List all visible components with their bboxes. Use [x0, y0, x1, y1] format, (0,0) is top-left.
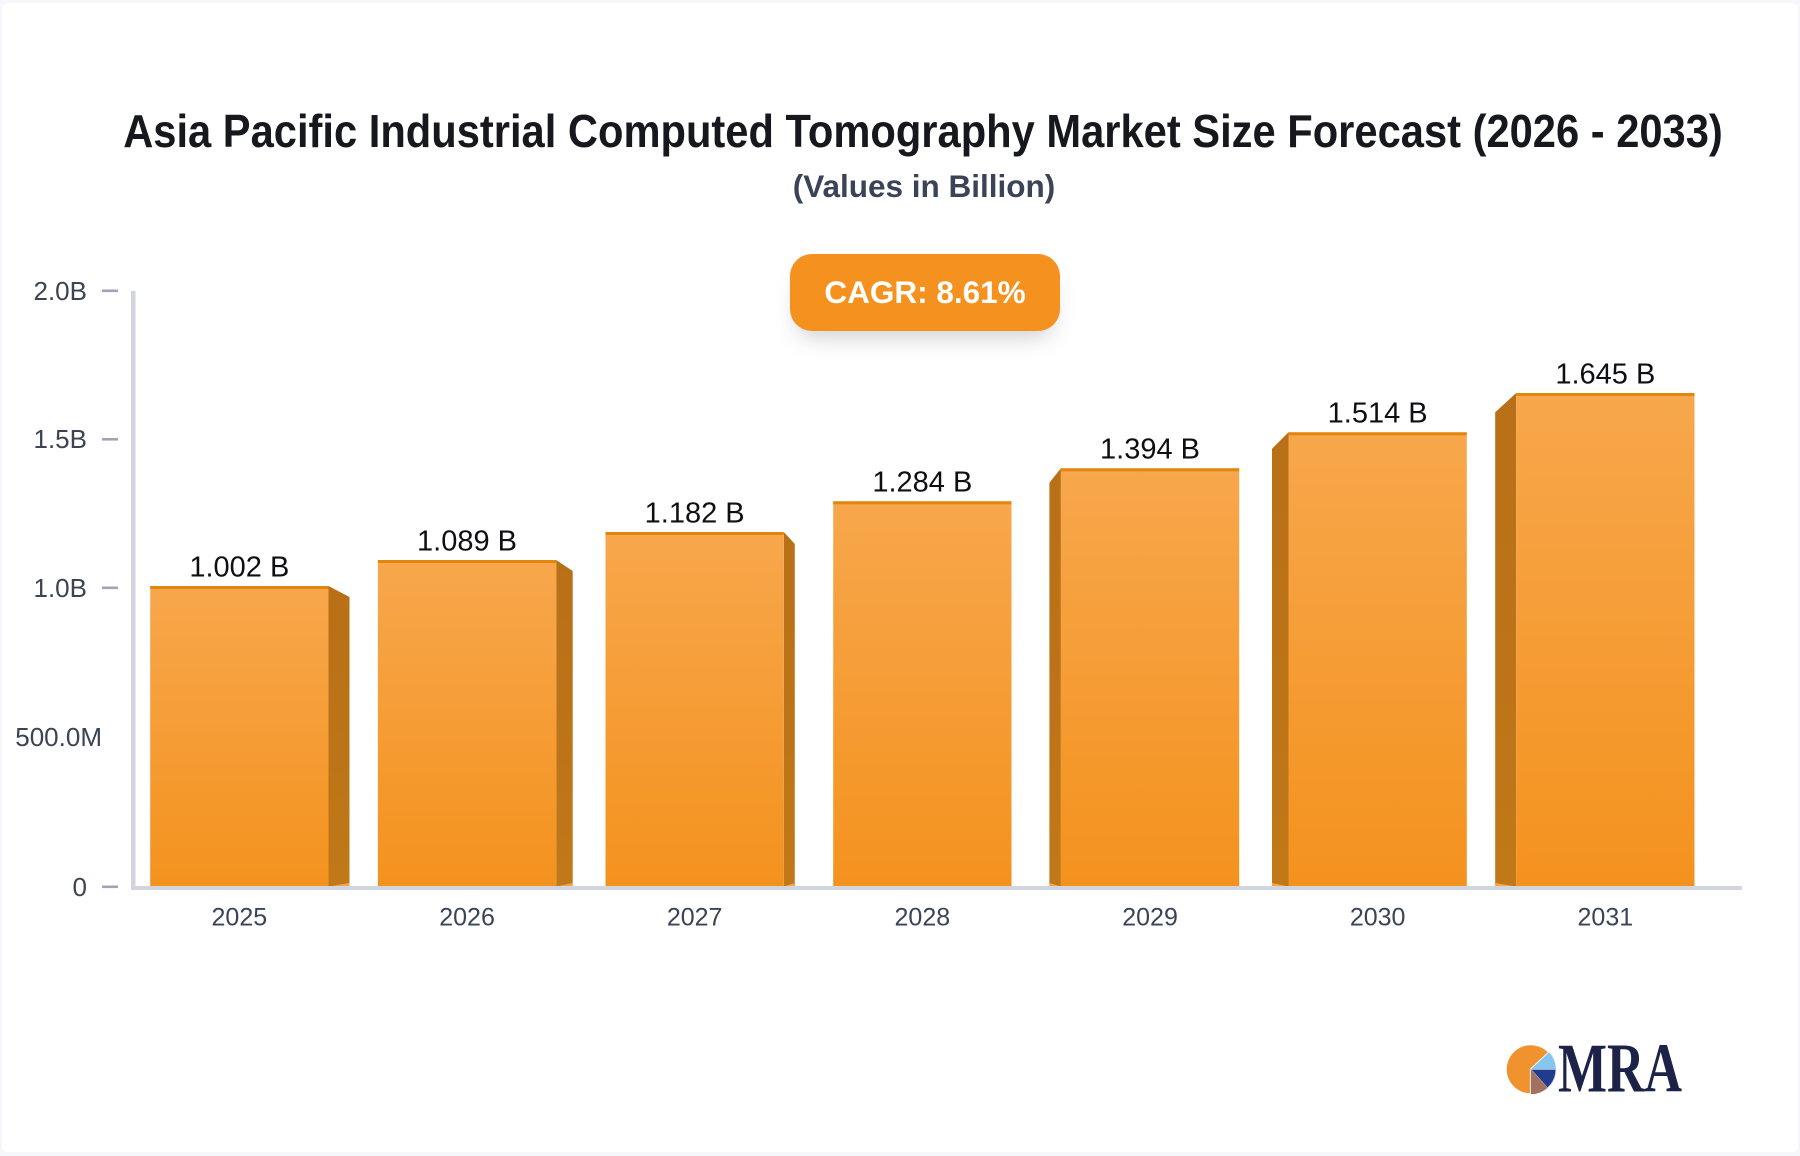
- svg-text:MRA: MRA: [1558, 1031, 1682, 1108]
